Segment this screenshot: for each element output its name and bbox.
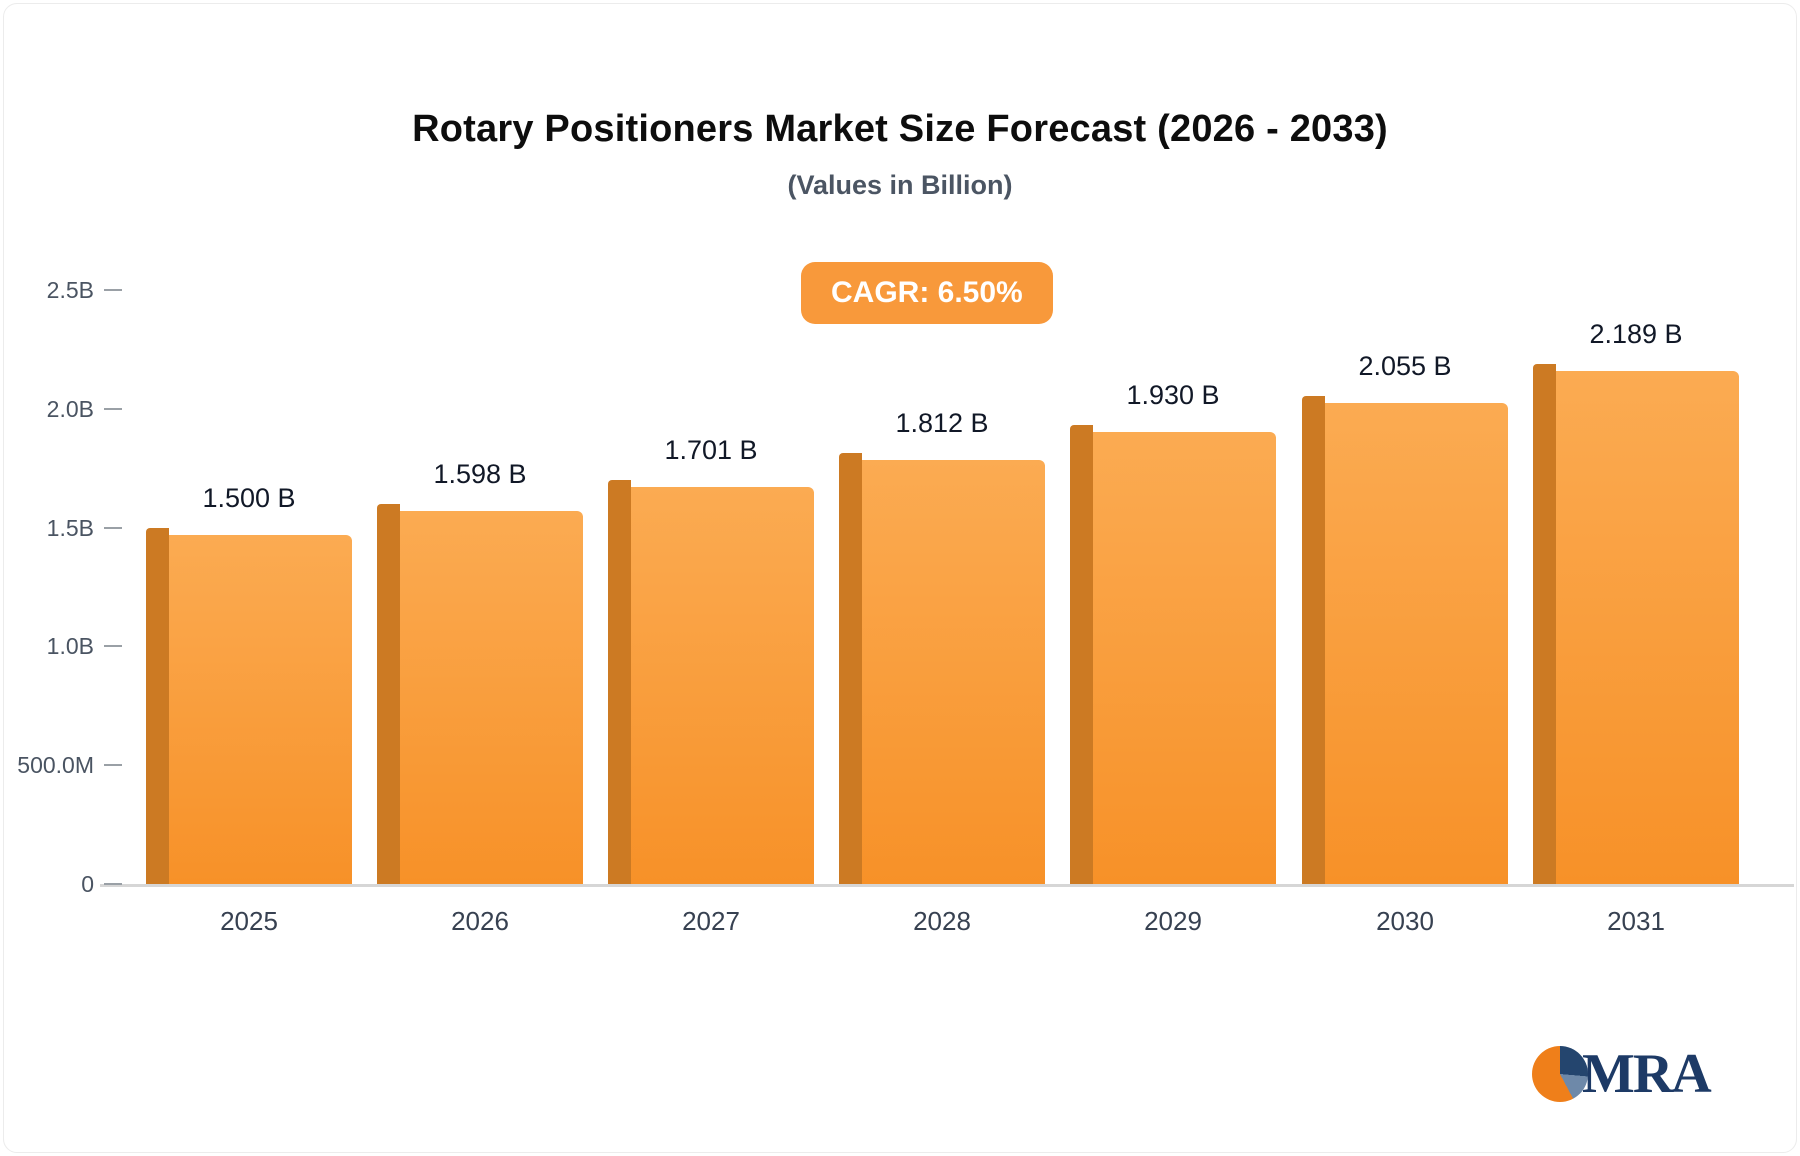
x-axis-label: 2026 [451,906,509,936]
bar-side-face [1302,396,1325,884]
bar-front-face [1093,432,1276,884]
bar-front-face [631,487,814,884]
bar: 1.701 B [608,435,814,884]
bar-side-face [839,453,862,884]
bar: 1.500 B [146,483,352,884]
y-axis-label: 0 [81,871,94,897]
x-axis-line [100,884,1794,887]
cagr-badge: CAGR: 6.50% [801,262,1053,324]
y-axis-label: 1.5B [46,514,94,541]
bar: 1.598 B [377,459,583,884]
chart-subtitle: (Values in Billion) [787,170,1013,200]
bar-value-label: 2.055 B [1358,351,1452,381]
bar-side-face [1070,425,1093,884]
bar-front-face [1556,371,1739,884]
y-axis-tick [104,526,122,529]
y-axis-label: 500.0M [17,752,94,779]
bar-value-label: 1.812 B [895,408,989,438]
y-axis-tick [104,764,122,767]
x-axis-label: 2031 [1607,906,1665,936]
bar-value-label: 2.189 B [1589,319,1683,349]
bar-front-face [169,535,352,884]
x-axis-label: 2027 [682,906,740,936]
y-axis-tick [104,289,122,291]
bar: 2.055 B [1302,351,1508,884]
bar-side-face [377,504,400,884]
bar-value-label: 1.598 B [433,459,527,489]
y-axis-label: 2.5B [46,277,94,303]
x-axis-label: 2025 [220,906,278,936]
mra-logo-text: MRA [1582,1043,1712,1105]
bar: 2.189 B [1533,319,1739,884]
mra-pie-logo-icon [1532,1046,1588,1102]
bar-front-face [862,460,1045,884]
y-axis-tick [104,407,122,410]
logo: MRA [1532,1042,1712,1106]
bar-value-label: 1.930 B [1126,380,1220,410]
x-axis-label: 2028 [913,906,971,936]
bar: 1.812 B [839,408,1045,884]
bar-chart-plot: 2.5B 2.0B 1.5B 1.0B 500.0M 0 1.500 B 2025 1.598 … [0,277,1800,936]
chart-title: Rotary Positioners Market Size Forecast … [412,108,1388,150]
y-axis-label: 2.0B [46,395,94,422]
bar-front-face [400,511,583,884]
y-axis-tick [104,883,122,885]
bar-front-face [1325,403,1508,884]
bar-side-face [146,528,169,884]
bar-value-label: 1.701 B [664,435,758,465]
bar-value-label: 1.500 B [202,483,296,513]
bar-side-face [1533,364,1556,884]
y-axis-label: 1.0B [46,633,94,660]
x-axis-label: 2030 [1376,906,1434,936]
bar: 1.930 B [1070,380,1276,884]
x-axis-label: 2029 [1144,906,1202,936]
bar-side-face [608,480,631,884]
y-axis-tick [104,645,122,648]
